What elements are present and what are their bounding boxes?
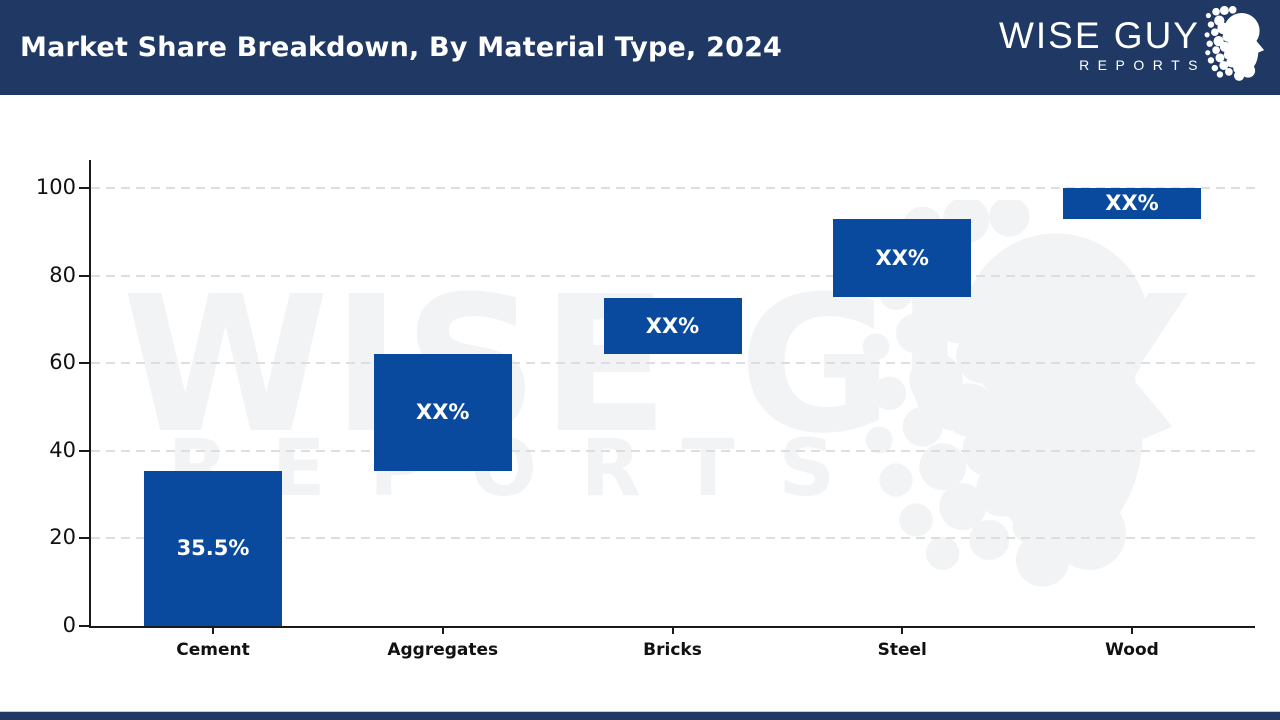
y-tick-label-40: 40: [49, 437, 76, 462]
bar-cement: 35.5%: [144, 470, 282, 626]
x-tick-mark-bricks: [671, 626, 674, 634]
x-tick-mark-wood: [1131, 626, 1133, 634]
x-axis-label-aggregates: Aggregates: [387, 640, 499, 660]
gridline-80: [91, 274, 1255, 277]
x-axis-label-steel: Steel: [877, 640, 927, 660]
brand-name: WISE GUY: [998, 14, 1200, 56]
bar-value-label-steel: XX%: [875, 246, 929, 271]
chart-title: Market Share Breakdown, By Material Type…: [20, 32, 783, 63]
gridline-100: [91, 187, 1255, 189]
x-tick-mark-steel: [901, 626, 904, 634]
plot-area: 0 20 40 60 80 100 35.5% Cement XX% Aggregates XX% B…: [36, 160, 1255, 660]
bar-value-label-bricks: XX%: [645, 313, 700, 338]
watermark-head-icon: [862, 200, 1173, 587]
bar-value-label-aggregates: XX%: [416, 400, 470, 425]
brand-subtitle: REPORTS: [1079, 57, 1206, 74]
bar-aggregates: XX%: [373, 354, 512, 471]
x-tick-mark-aggregates: [441, 626, 444, 634]
x-axis-label-cement: Cement: [176, 640, 250, 660]
footer-bar: [0, 711, 1280, 720]
y-tick-label-0: 0: [62, 613, 76, 637]
y-tick-label-60: 60: [49, 350, 76, 375]
x-tick-mark-cement: [212, 626, 214, 634]
gridline-60: [91, 362, 1255, 365]
y-tick-mark-80: [79, 274, 89, 277]
y-tick-mark-20: [79, 537, 89, 540]
bar-bricks: XX%: [603, 297, 742, 355]
header-bar: Market Share Breakdown, By Material Type…: [0, 0, 1280, 95]
brand-logo-text: WISE GUY REPORTS: [998, 14, 1200, 74]
bar-wood: XX%: [1063, 188, 1201, 219]
y-tick-mark-40: [79, 449, 89, 452]
x-axis-label-wood: Wood: [1105, 640, 1159, 660]
bar-steel: XX%: [833, 218, 972, 298]
bar-value-label-cement: 35.5%: [176, 536, 250, 561]
brand-logo: WISE GUY REPORTS: [999, 6, 1266, 84]
brand-head-icon: [1204, 6, 1265, 81]
gridline-40: [91, 449, 1255, 452]
y-tick-label-80: 80: [49, 262, 76, 287]
bar-value-label-wood: XX%: [1105, 191, 1159, 216]
y-tick-mark-0: [79, 625, 89, 627]
x-axis-label-bricks: Bricks: [643, 640, 702, 660]
y-tick-mark-60: [79, 362, 89, 365]
y-tick-label-20: 20: [49, 525, 76, 550]
gridline-20: [91, 537, 1255, 540]
y-tick-label-100: 100: [35, 175, 76, 199]
y-tick-mark-100: [79, 187, 89, 189]
